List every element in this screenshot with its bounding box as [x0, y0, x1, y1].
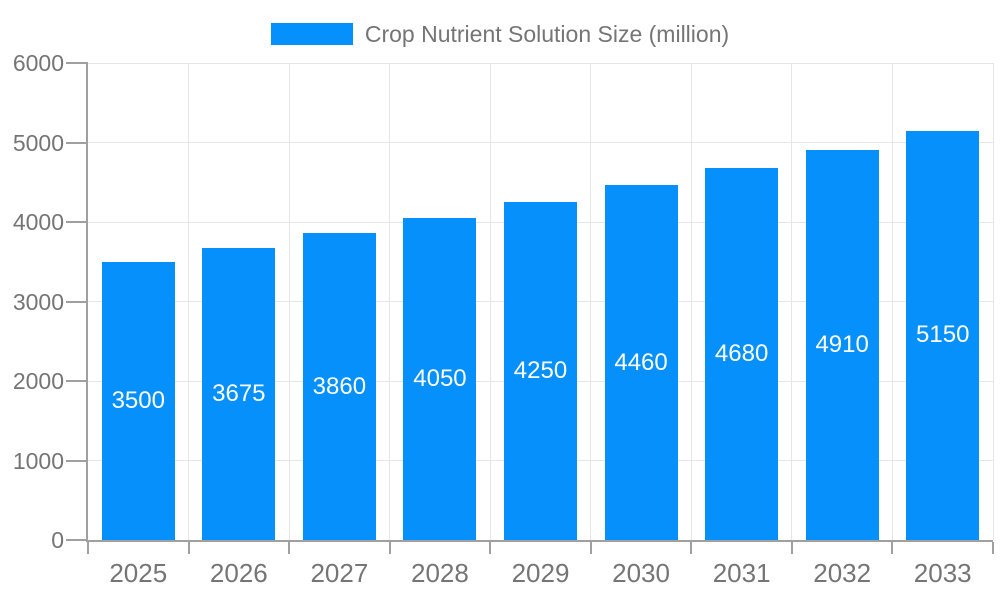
y-axis-label: 0: [51, 527, 64, 553]
bar-value-label: 4460: [614, 348, 668, 376]
x-axis-label: 2033: [913, 558, 972, 588]
bar-2031[interactable]: 4680: [705, 167, 779, 540]
y-axis-label: 2000: [12, 368, 64, 394]
x-axis-tick: [288, 542, 291, 554]
x-axis-tick: [489, 542, 492, 554]
bar-2029[interactable]: 4250: [504, 202, 577, 540]
y-axis-label: 6000: [12, 50, 64, 76]
legend-item[interactable]: Crop Nutrient Solution Size (million): [0, 21, 1000, 47]
y-axis-label: 3000: [12, 288, 64, 315]
y-axis-tick: [66, 380, 88, 382]
x-axis-label: 2028: [411, 558, 469, 588]
v-gridline: [389, 63, 391, 540]
x-axis-label: 2031: [712, 558, 771, 588]
y-axis-tick: [66, 459, 88, 462]
y-axis-label: 1000: [12, 447, 64, 474]
v-gridline: [992, 63, 994, 540]
v-gridline: [690, 63, 692, 540]
bar-2026[interactable]: 3675: [202, 247, 276, 540]
plot-area: 3500 3675 3860 4050 4250 4460 4680 4910 5150: [86, 62, 994, 542]
legend-swatch-icon: [270, 23, 353, 45]
y-axis-tick: [66, 539, 88, 541]
x-axis-label: 2026: [209, 558, 268, 588]
bar-value-label: 4050: [413, 365, 467, 393]
v-gridline: [891, 63, 893, 540]
x-axis-label: 2027: [310, 558, 369, 588]
bar-value-label: 3675: [212, 379, 266, 407]
h-gridline: [88, 142, 993, 143]
x-axis-tick: [187, 542, 190, 554]
bar-value-label: 3500: [111, 386, 165, 414]
y-axis-label: 4000: [12, 209, 64, 235]
y-axis-tick: [66, 141, 88, 144]
x-axis-tick: [790, 542, 793, 554]
x-axis-tick: [992, 542, 994, 554]
x-axis-tick: [891, 542, 894, 554]
bar-value-label: 3860: [312, 372, 367, 400]
bar-2027[interactable]: 3860: [302, 233, 376, 540]
bar-2025[interactable]: 3500: [101, 261, 175, 540]
bar-2030[interactable]: 4460: [604, 185, 678, 540]
bar-2033[interactable]: 5150: [906, 130, 980, 540]
bar-value-label: 4250: [513, 357, 568, 385]
x-axis-label: 2025: [109, 558, 168, 588]
x-axis-label: 2032: [813, 558, 872, 588]
x-axis-tick: [690, 542, 693, 554]
v-gridline: [590, 63, 592, 540]
bar-2032[interactable]: 4910: [805, 149, 879, 540]
v-gridline: [288, 63, 290, 540]
bar-value-label: 4910: [815, 330, 869, 358]
v-gridline: [188, 63, 190, 540]
x-axis-label: 2029: [511, 558, 570, 588]
h-gridline: [88, 62, 993, 64]
bar-value-label: 4680: [714, 339, 769, 367]
bar-value-label: 5150: [916, 321, 970, 349]
y-axis-tick: [66, 62, 88, 64]
y-axis-label: 5000: [12, 129, 64, 156]
x-axis-tick: [87, 542, 89, 554]
x-axis-tick: [388, 542, 391, 554]
v-gridline: [489, 63, 491, 540]
bar-2028[interactable]: 4050: [403, 218, 477, 540]
x-axis-tick: [589, 542, 592, 554]
v-gridline: [791, 63, 793, 540]
x-axis-label: 2030: [612, 558, 670, 588]
y-axis-tick: [66, 221, 88, 223]
y-axis-tick: [66, 300, 88, 303]
legend-label: Crop Nutrient Solution Size (million): [364, 21, 730, 47]
